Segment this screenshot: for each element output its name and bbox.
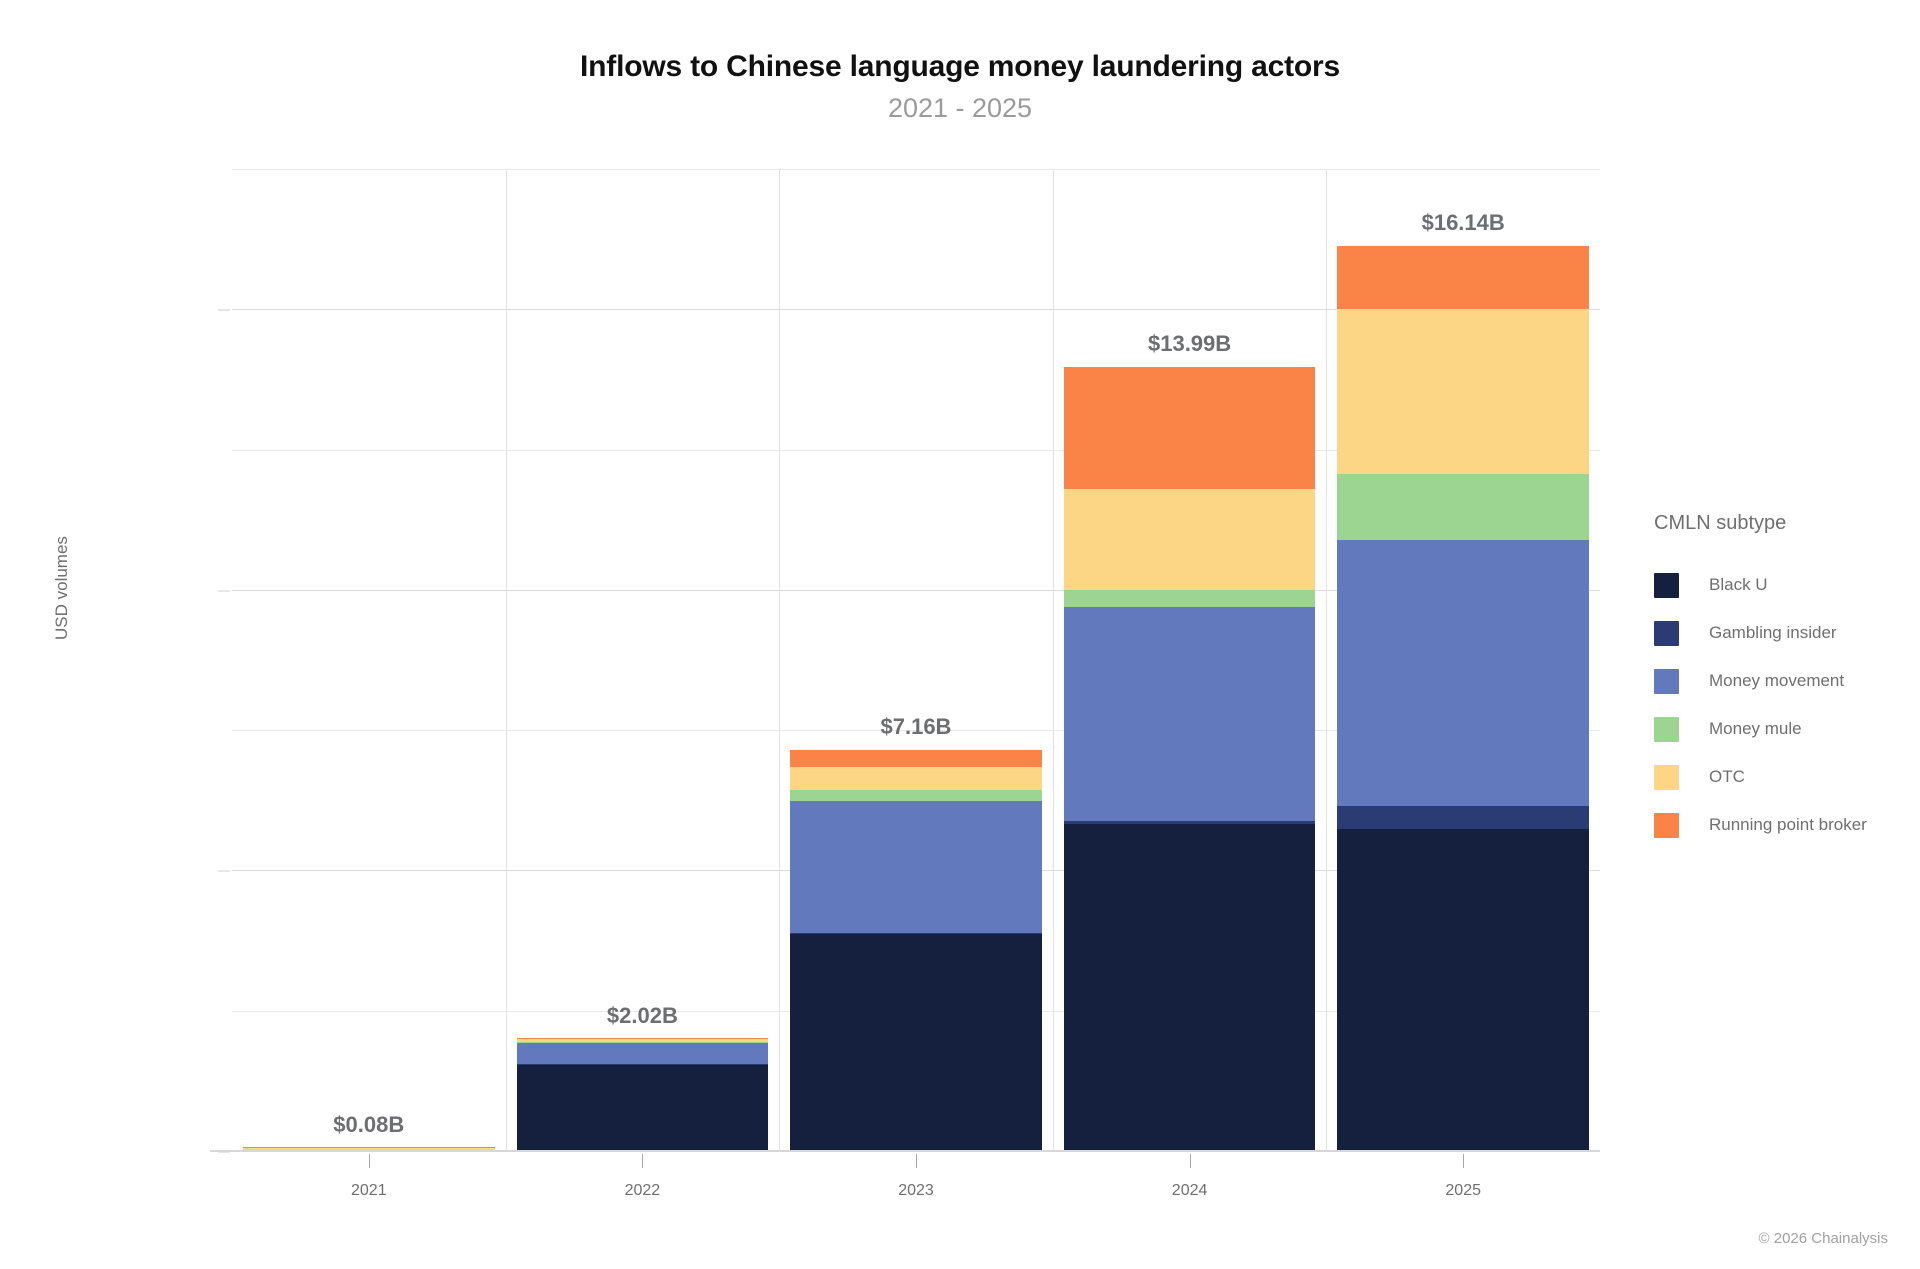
bar-segment-gambling-insider[interactable]: [790, 932, 1042, 935]
bar-segment-money-mule[interactable]: [790, 790, 1042, 801]
copyright-notice: © 2026 Chainalysis: [1758, 1230, 1888, 1247]
bar-segment-running-point-broker[interactable]: [242, 1146, 495, 1149]
legend-item-running-point-broker[interactable]: Running point broker: [1654, 801, 1904, 849]
x-axis-tick-mark: [1463, 1154, 1465, 1168]
x-axis-tick-mark: [368, 1154, 370, 1168]
legend-item-label: Money movement: [1709, 671, 1845, 690]
x-axis-tick-label-2021: 2021: [351, 1182, 387, 1199]
bar-total-label: $0.08B: [333, 1111, 405, 1137]
legend-swatch-icon: [1654, 764, 1679, 790]
bar-2025[interactable]: $16.14B: [1337, 210, 1590, 1152]
vertical-gridline: [505, 170, 507, 1152]
y-axis-tick-mark: [218, 1151, 230, 1153]
legend-item-gambling-insider[interactable]: Gambling insider: [1654, 609, 1904, 657]
page-title: Inflows to Chinese language money launde…: [580, 50, 1340, 83]
x-axis-tick-label-2022: 2022: [624, 1182, 661, 1199]
bar-total-label: $7.16B: [880, 714, 952, 740]
bar-segment-running-point-broker[interactable]: [1063, 366, 1316, 489]
chart-header: Inflows to Chinese language money launde…: [0, 48, 1920, 128]
bar-2022[interactable]: $2.02B: [516, 1003, 769, 1152]
bar-segment-money-movement[interactable]: [516, 1043, 769, 1064]
bar-segment-running-point-broker[interactable]: [516, 1037, 769, 1040]
horizontal-gridline-minor: [232, 730, 1600, 732]
vertical-gridline: [1326, 170, 1328, 1152]
bar-segment-otc[interactable]: [242, 1148, 495, 1150]
vertical-gridline: [1052, 170, 1054, 1152]
bar-segment-money-movement[interactable]: [1337, 539, 1590, 807]
bar-segment-otc[interactable]: [1063, 488, 1316, 591]
x-axis-tick-label-2025: 2025: [1445, 1182, 1481, 1199]
x-axis-tick-mark: [916, 1154, 917, 1168]
legend-swatch-icon: [1654, 572, 1679, 598]
legend-item-label: Running point broker: [1709, 815, 1867, 834]
bar-2024[interactable]: $13.99B: [1063, 331, 1316, 1152]
chart-subtitle: 2021 - 2025: [887, 93, 1033, 123]
bar-segment-gambling-insider[interactable]: [1063, 820, 1316, 825]
bar-segment-black-u[interactable]: [1063, 824, 1316, 1152]
legend-item-label: Black U: [1709, 575, 1768, 594]
x-axis-tick-mark: [642, 1154, 644, 1168]
bar-segment-otc[interactable]: [516, 1039, 769, 1043]
horizontal-gridline-minor: [232, 449, 1600, 451]
y-axis-tick-mark: [218, 870, 230, 872]
y-axis-title: USD volumes: [52, 536, 71, 640]
bar-segment-gambling-insider[interactable]: [1337, 806, 1590, 829]
vertical-gridline: [779, 170, 781, 1152]
bar-segment-money-mule[interactable]: [1063, 590, 1316, 608]
y-axis-tick-mark: [218, 590, 230, 592]
bar-segment-gambling-insider[interactable]: [516, 1063, 769, 1066]
horizontal-gridline: [232, 309, 1600, 311]
legend-title: CMLN subtype: [1654, 512, 1787, 534]
bar-segment-running-point-broker[interactable]: [1337, 246, 1590, 309]
legend-item-black-u[interactable]: Black U: [1654, 561, 1904, 609]
x-axis-tick-label-2023: 2023: [898, 1182, 934, 1199]
bar-segment-black-u[interactable]: [516, 1065, 769, 1152]
legend-item-otc[interactable]: OTC: [1654, 753, 1904, 801]
legend-item-label: Gambling insider: [1709, 623, 1837, 642]
bar-segment-money-mule[interactable]: [1337, 473, 1590, 540]
bar-segment-black-u[interactable]: [1337, 828, 1590, 1152]
bar-total-label: $2.02B: [606, 1002, 678, 1028]
legend-item-money-mule[interactable]: Money mule: [1654, 705, 1904, 753]
y-axis-tick-mark: [218, 309, 230, 311]
bar-segment-running-point-broker[interactable]: [790, 750, 1042, 768]
bar-segment-otc[interactable]: [790, 767, 1042, 791]
bar-total-label: $13.99B: [1147, 330, 1232, 356]
horizontal-gridline: [232, 589, 1600, 591]
axis-baseline: [210, 1150, 1600, 1152]
bar-segment-money-movement[interactable]: [790, 800, 1042, 933]
bar-2023[interactable]: $7.16B: [790, 714, 1042, 1152]
legend-swatch-icon: [1654, 716, 1679, 742]
plot-area: $0$5,000,000,000$10,000,000,000$15,000,0…: [210, 169, 1600, 1199]
horizontal-gridline-minor: [232, 169, 1600, 170]
bar-segment-money-mule[interactable]: [516, 1041, 769, 1044]
legend-item-money-movement[interactable]: Money movement: [1654, 657, 1904, 705]
legend-swatch-icon: [1654, 668, 1679, 694]
x-axis-tick-mark: [1189, 1154, 1191, 1168]
x-axis-tick-label-2024: 2024: [1171, 1182, 1208, 1199]
legend-items: Black U Gambling insider Money movement Mon…: [1654, 561, 1904, 849]
legend-swatch-icon: [1654, 812, 1679, 838]
legend: CMLN subtype Black U Gambling insider Mone…: [1654, 512, 1904, 849]
legend-item-label: OTC: [1709, 767, 1745, 786]
legend-swatch-icon: [1654, 620, 1679, 646]
legend-item-label: Money mule: [1709, 719, 1802, 738]
bar-total-label: $16.14B: [1421, 210, 1505, 236]
bar-segment-black-u[interactable]: [790, 934, 1042, 1152]
bar-segment-otc[interactable]: [1337, 308, 1590, 474]
bar-segment-money-movement[interactable]: [1063, 607, 1316, 821]
